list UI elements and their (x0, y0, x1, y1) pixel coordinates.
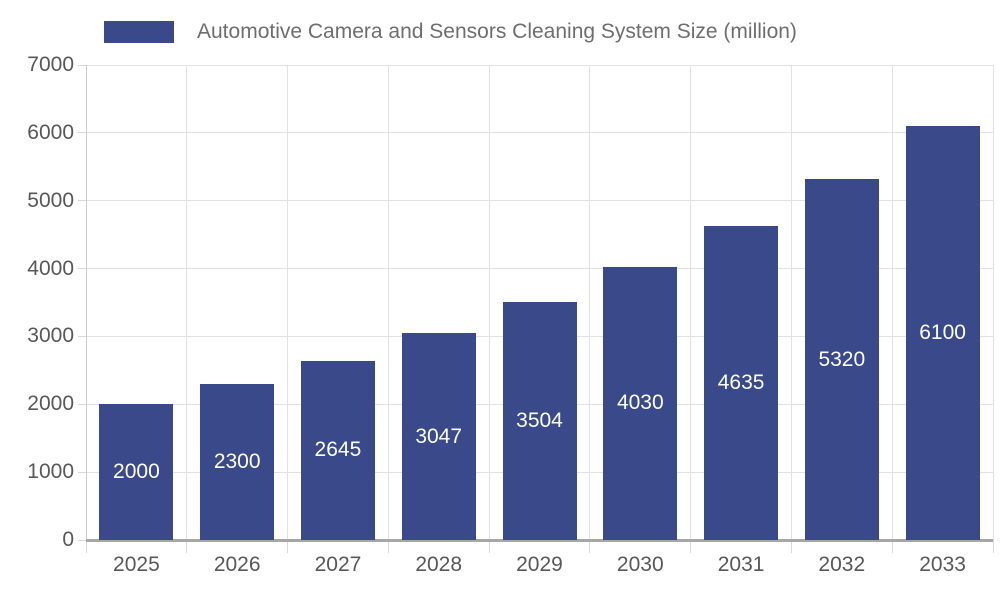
h-gridline (86, 64, 993, 66)
bar-2032[interactable]: 5320 (804, 179, 879, 540)
x-tick-mark (287, 540, 289, 553)
x-tick-mark (488, 540, 490, 553)
x-tick-label: 2031 (717, 553, 765, 576)
bar-2031[interactable]: 4635 (704, 225, 779, 540)
v-gridline (992, 65, 994, 540)
y-tick-mark (78, 200, 86, 202)
x-axis-line (86, 538, 993, 542)
h-gridline (86, 200, 993, 202)
bar-2025[interactable]: 2000 (99, 404, 174, 540)
v-gridline (589, 65, 591, 540)
v-gridline (690, 65, 692, 540)
x-tick-mark (992, 540, 994, 553)
x-tick-label: 2028 (415, 553, 463, 576)
y-tick-mark (78, 539, 86, 541)
x-tick-mark (387, 540, 389, 553)
y-axis-line (85, 65, 87, 540)
x-tick-mark (589, 540, 591, 553)
x-tick-mark (690, 540, 692, 553)
y-tick-label: 0 (62, 528, 74, 551)
y-tick-label: 4000 (27, 256, 74, 280)
h-gridline (86, 268, 993, 270)
y-tick-mark (78, 132, 86, 134)
legend[interactable]: Automotive Camera and Sensors Cleaning S… (104, 20, 797, 44)
v-gridline (891, 65, 893, 540)
bar-2029[interactable]: 3504 (502, 302, 577, 540)
y-tick-mark (78, 268, 86, 270)
bar-2028[interactable]: 3047 (401, 333, 476, 540)
y-tick-label: 3000 (27, 324, 74, 348)
y-tick-label: 2000 (27, 392, 74, 416)
bar-value-label: 6100 (919, 321, 966, 345)
bar-value-label: 5320 (818, 347, 866, 371)
v-gridline (790, 65, 792, 540)
bar-2026[interactable]: 2300 (200, 383, 275, 540)
y-tick-label: 7000 (27, 53, 74, 76)
legend-swatch[interactable] (104, 21, 174, 43)
bar-value-label: 3047 (415, 424, 463, 448)
bar-2027[interactable]: 2645 (300, 360, 375, 540)
y-tick-mark (78, 64, 86, 66)
x-tick-label: 2027 (314, 553, 362, 576)
v-gridline (287, 65, 289, 540)
y-tick-label: 1000 (27, 460, 74, 484)
v-gridline (186, 65, 188, 540)
bar-2033[interactable]: 6100 (905, 126, 980, 540)
y-tick-mark (78, 471, 86, 473)
x-tick-mark (85, 540, 87, 553)
y-tick-mark (78, 335, 86, 337)
legend-label: Automotive Camera and Sensors Cleaning S… (197, 20, 797, 43)
bar-value-label: 2645 (314, 438, 362, 462)
bar-value-label: 2000 (113, 460, 160, 484)
x-tick-label: 2029 (516, 553, 563, 576)
x-tick-label: 2032 (818, 553, 866, 576)
bar-value-label: 4635 (717, 370, 765, 394)
bar-value-label: 4030 (616, 391, 664, 415)
x-tick-label: 2033 (919, 553, 966, 576)
x-tick-mark (186, 540, 188, 553)
h-gridline (86, 132, 993, 134)
v-gridline (488, 65, 490, 540)
y-tick-mark (78, 403, 86, 405)
x-tick-mark (790, 540, 792, 553)
x-tick-mark (891, 540, 893, 553)
bar-value-label: 2300 (213, 449, 261, 473)
x-tick-label: 2030 (616, 553, 664, 576)
v-gridline (387, 65, 389, 540)
x-tick-label: 2025 (113, 553, 160, 576)
x-tick-label: 2026 (213, 553, 261, 576)
y-tick-label: 6000 (27, 120, 74, 144)
bar-2030[interactable]: 4030 (603, 266, 678, 540)
y-tick-label: 5000 (27, 188, 74, 212)
bar-value-label: 3504 (516, 409, 563, 433)
